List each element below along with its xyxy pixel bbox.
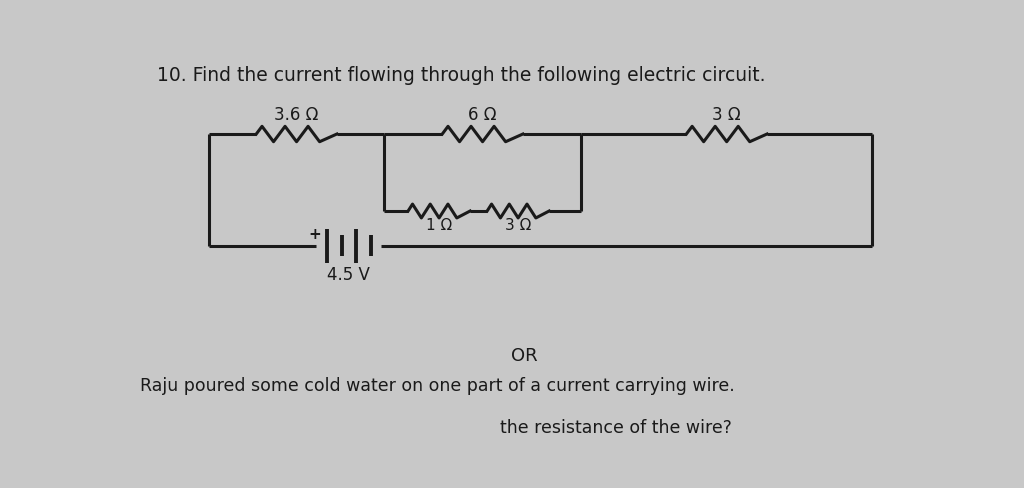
Text: 1 Ω: 1 Ω bbox=[426, 218, 453, 233]
Text: the resistance of the wire?: the resistance of the wire? bbox=[500, 419, 732, 437]
Text: Raju poured some cold water on one part of a current carrying wire.: Raju poured some cold water on one part … bbox=[139, 377, 734, 395]
Text: 6 Ω: 6 Ω bbox=[468, 106, 497, 124]
Text: OR: OR bbox=[511, 347, 539, 365]
Text: 3 Ω: 3 Ω bbox=[713, 106, 741, 124]
Text: +: + bbox=[308, 226, 322, 242]
Text: 4.5 V: 4.5 V bbox=[328, 265, 371, 284]
Text: 10. Find the current flowing through the following electric circuit.: 10. Find the current flowing through the… bbox=[158, 66, 766, 85]
Text: 3.6 Ω: 3.6 Ω bbox=[274, 106, 318, 124]
Text: 3 Ω: 3 Ω bbox=[505, 218, 531, 233]
